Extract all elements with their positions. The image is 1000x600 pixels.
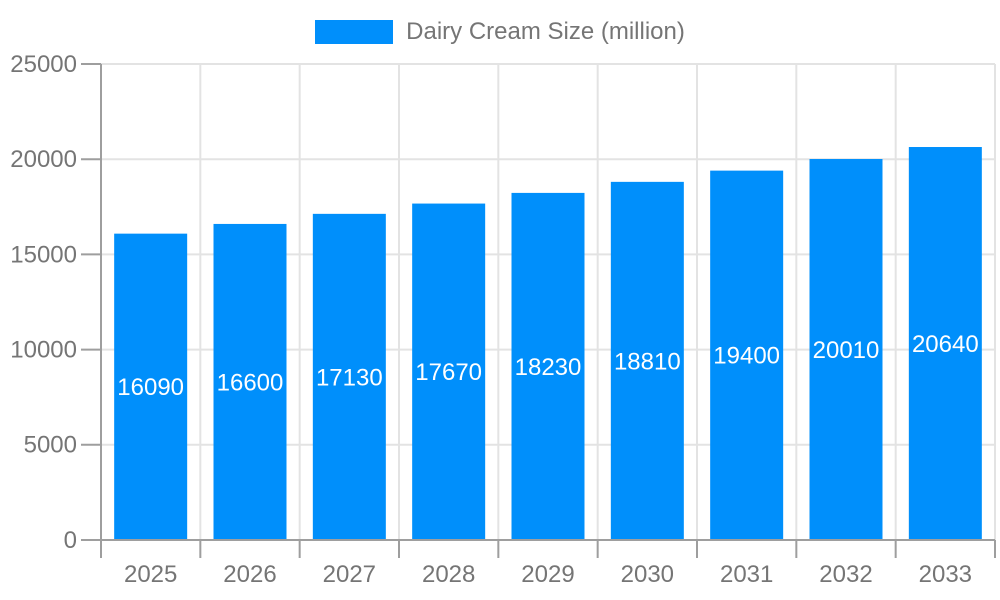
bar-value-label: 20010: [813, 337, 880, 364]
x-tick-label: 2028: [422, 561, 475, 588]
bar-value-label: 18230: [515, 354, 582, 381]
bar-value-label: 16090: [117, 374, 184, 401]
y-tick-label: 25000: [10, 51, 77, 78]
y-tick-label: 5000: [24, 432, 77, 459]
bar-value-label: 20640: [912, 331, 979, 358]
bar-value-label: 17130: [316, 364, 383, 391]
bar-2032[interactable]: [809, 159, 883, 541]
x-tick-label: 2026: [223, 561, 276, 588]
legend[interactable]: Dairy Cream Size (million): [0, 18, 1000, 46]
x-tick-label: 2032: [819, 561, 872, 588]
y-tick-label: 10000: [10, 337, 77, 364]
bar-value-label: 17670: [415, 359, 482, 386]
x-tick-label: 2027: [323, 561, 376, 588]
bar-2030[interactable]: [610, 181, 684, 540]
x-tick-label: 2031: [720, 561, 773, 588]
bar-value-label: 16600: [217, 369, 284, 396]
legend-swatch: [315, 20, 394, 44]
bar-value-label: 18810: [614, 348, 681, 375]
bar-2025[interactable]: [114, 233, 188, 540]
bar-2028[interactable]: [412, 203, 486, 540]
x-tick-label: 2033: [919, 561, 972, 588]
y-tick-label: 15000: [10, 241, 77, 268]
legend-label: Dairy Cream Size (million): [406, 18, 685, 45]
y-tick-label: 0: [64, 527, 77, 554]
bar-value-label: 19400: [713, 343, 780, 370]
x-tick-label: 2025: [124, 561, 177, 588]
x-tick-label: 2029: [521, 561, 574, 588]
y-tick-label: 20000: [10, 146, 77, 173]
x-tick-label: 2030: [621, 561, 674, 588]
bar-2029[interactable]: [511, 192, 585, 540]
bar-2027[interactable]: [312, 213, 386, 541]
bar-2033[interactable]: [908, 147, 982, 540]
bar-2026[interactable]: [213, 223, 287, 540]
bar-2031[interactable]: [710, 170, 784, 540]
